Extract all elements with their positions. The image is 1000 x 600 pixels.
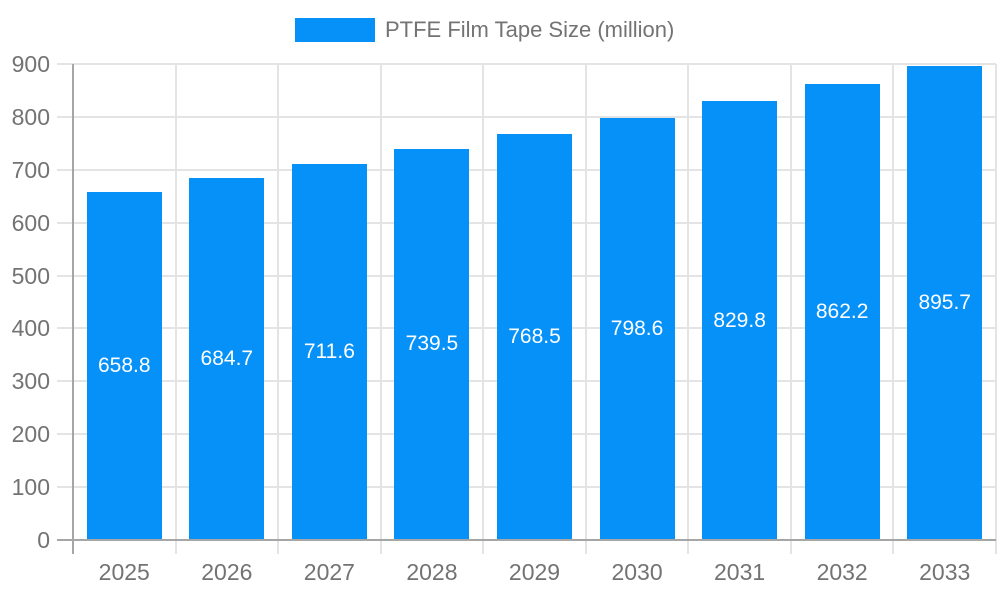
x-gridline [379, 64, 382, 540]
x-axis-tick-label: 2033 [919, 559, 971, 585]
bar[interactable] [291, 163, 367, 540]
x-axis-tick [789, 540, 792, 554]
x-gridline [892, 64, 895, 540]
x-axis-tick [174, 540, 177, 554]
x-gridline [277, 64, 280, 540]
bar-value-label: 829.8 [713, 308, 766, 332]
y-axis-tick-label: 600 [11, 209, 50, 236]
y-axis-tick-label: 900 [11, 51, 50, 77]
legend-item[interactable]: PTFE Film Tape Size (million) [295, 17, 674, 43]
x-axis-tick [995, 540, 997, 554]
legend-swatch-icon [295, 18, 375, 42]
bar-value-label: 684.7 [200, 346, 254, 370]
y-axis-tick-label: 200 [11, 421, 50, 448]
bar[interactable] [189, 177, 265, 540]
x-gridline [584, 64, 587, 540]
y-axis-tick-label: 800 [11, 103, 50, 130]
y-axis-tick-label: 0 [37, 527, 50, 553]
bar-value-label: 862.2 [815, 299, 869, 323]
x-axis-tick [892, 540, 895, 554]
y-axis-tick-label: 700 [11, 156, 50, 183]
bar[interactable] [599, 117, 675, 540]
y-axis-tick-label: 100 [11, 474, 50, 501]
y-axis-tick-label: 300 [11, 368, 50, 395]
x-axis-line [57, 539, 996, 541]
x-axis-tick-label: 2027 [303, 559, 355, 585]
x-gridline [482, 64, 485, 540]
y-gridline [57, 63, 996, 65]
y-axis-line [72, 64, 74, 554]
bar[interactable] [804, 83, 880, 540]
x-axis-tick [379, 540, 382, 554]
x-axis-tick-label: 2031 [714, 559, 766, 585]
x-axis-tick-label: 2028 [406, 559, 458, 585]
bar[interactable] [497, 133, 572, 540]
bar[interactable] [702, 101, 778, 540]
bar-value-label: 768.5 [508, 324, 561, 348]
bar-value-label: 658.8 [97, 353, 151, 377]
x-axis-tick-label: 2032 [816, 559, 868, 585]
bar-value-label: 711.6 [303, 339, 355, 363]
y-gridline [57, 115, 996, 118]
y-axis-tick-label: 400 [11, 315, 50, 342]
x-gridline [174, 64, 177, 540]
x-axis-tick [277, 540, 280, 554]
bar-value-label: 739.5 [405, 332, 459, 356]
x-axis-tick-label: 2025 [98, 559, 150, 585]
bar[interactable] [907, 66, 983, 540]
x-gridline [789, 64, 792, 540]
y-axis-tick-label: 500 [11, 262, 50, 289]
bar-value-label: 798.6 [610, 316, 664, 340]
x-axis-tick [584, 540, 587, 554]
bar[interactable] [86, 191, 162, 540]
x-axis-tick [687, 540, 690, 554]
x-gridline [995, 64, 997, 540]
x-gridline [687, 64, 690, 540]
x-axis-tick [482, 540, 485, 554]
bar-value-label: 895.7 [918, 291, 971, 315]
legend-label: PTFE Film Tape Size (million) [385, 17, 675, 42]
x-axis-tick-label: 2026 [201, 559, 253, 585]
x-axis-tick-label: 2029 [508, 559, 561, 585]
x-axis-tick-label: 2030 [611, 559, 663, 585]
bar[interactable] [394, 148, 470, 540]
